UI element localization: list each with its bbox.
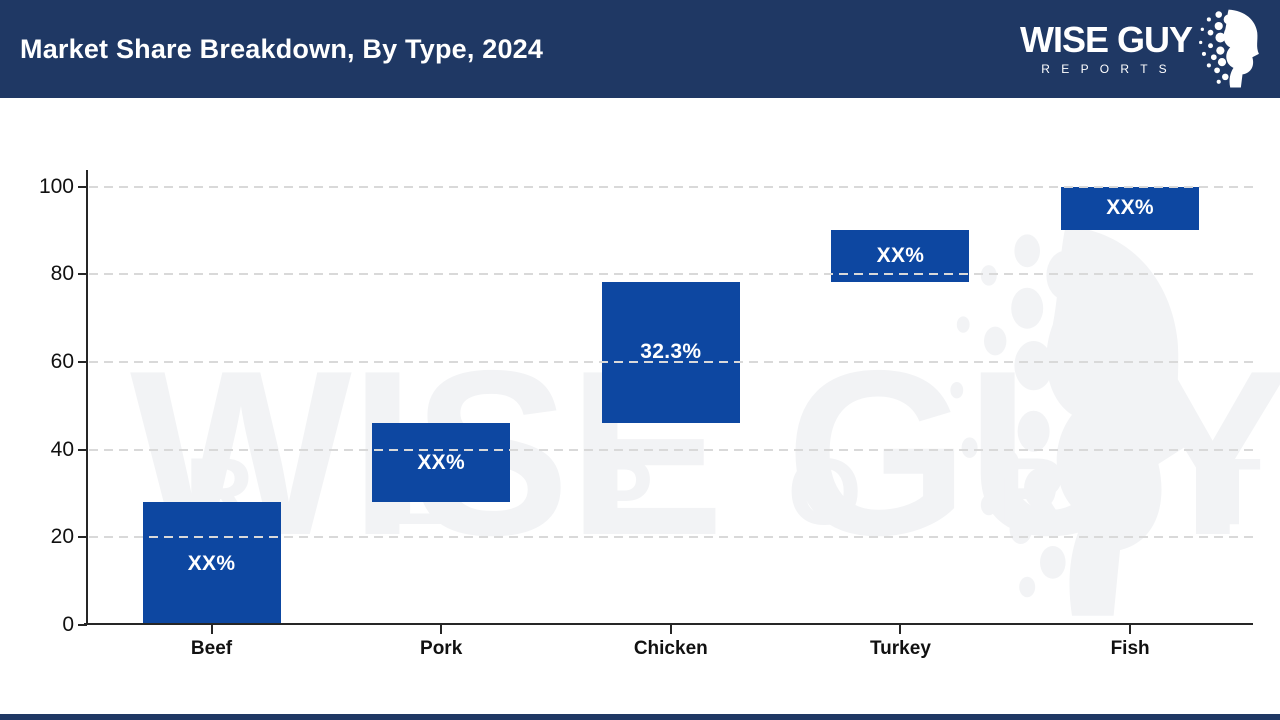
gridline [89,273,1253,276]
bar-value-label: XX% [417,450,465,474]
brand-name: WISE GUY [1019,19,1193,60]
y-tick-label: 0 [62,613,74,636]
bar-segment: XX% [142,502,281,625]
bar-value-label: XX% [876,243,925,267]
bar-value-label: XX% [1106,196,1154,220]
bar-value-label: XX% [187,551,236,575]
y-tick-label: 20 [50,525,74,549]
x-tick-mark [669,625,672,634]
x-tick-mark [1129,625,1132,634]
waterfall-chart: WISE GUY R E P O R T S 020406080100XX%Be… [0,98,1280,714]
x-category-label: Pork [420,638,463,659]
watermark-face-profile-icon [950,226,1184,616]
y-axis-line [86,170,88,625]
y-tick-mark [78,536,87,539]
y-tick-label: 100 [38,174,74,198]
brand-logo-text: WISE GUY R E P O R T S [1019,19,1193,77]
bar-segment: XX% [831,230,970,282]
y-tick-label: 40 [50,437,74,461]
y-tick-mark [78,185,87,188]
face-profile-logo-icon [1199,9,1259,88]
x-category-label: Turkey [869,638,931,659]
y-tick-mark [78,360,87,363]
x-tick-mark [210,625,213,634]
y-tick-label: 60 [50,349,74,373]
gridline [89,536,1253,539]
bar-segment: 32.3% [601,281,740,424]
brand-subtitle: R E P O R T S [1041,62,1171,76]
x-tick-mark [440,625,443,634]
gridline [89,448,1253,451]
y-tick-label: 80 [50,262,74,286]
x-category-label: Fish [1110,638,1150,659]
y-tick-mark [78,624,87,626]
bar-value-label: 32.3% [640,340,702,364]
gridline [89,360,1253,363]
bar-segment: XX% [1061,186,1200,231]
y-tick-mark [78,448,87,451]
footer-bar [0,714,1280,720]
x-category-label: Beef [190,638,233,659]
x-category-label: Chicken [633,638,708,659]
gridline [89,185,1253,188]
x-tick-mark [899,625,902,634]
y-tick-mark [78,273,87,276]
x-axis-line [84,623,1253,625]
page-title: Market Share Breakdown, By Type, 2024 [20,33,544,64]
brand-logo: WISE GUY R E P O R T S [1020,8,1264,90]
bar-segment: XX% [372,423,511,503]
header-bar: Market Share Breakdown, By Type, 2024 WI… [0,0,1280,98]
